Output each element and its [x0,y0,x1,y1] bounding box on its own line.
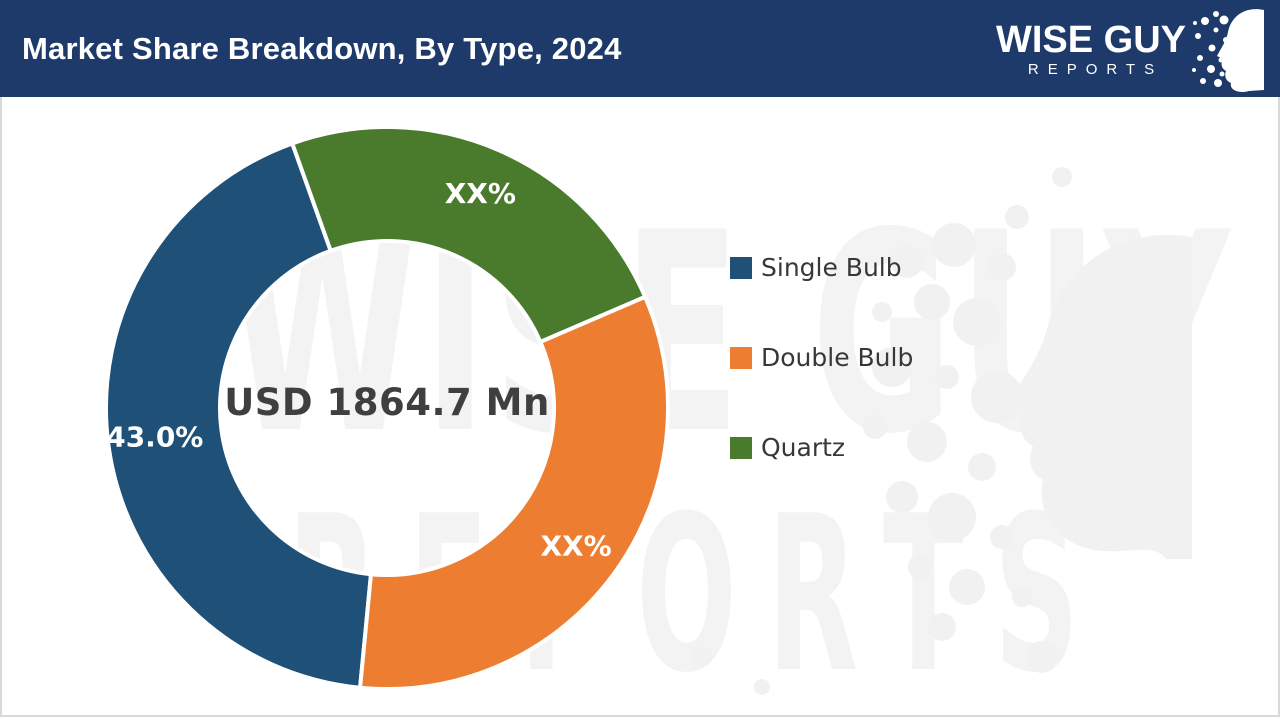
segment-label-single-bulb: 43.0% [106,420,203,453]
legend-label-double-bulb: Double Bulb [761,343,914,372]
donut-center-value: USD 1864.7 Mn [224,381,550,424]
logo-subtitle-text: REPORTS [1027,60,1164,78]
segment-label-double-bulb: XX% [540,529,611,562]
legend-item-single-bulb: Single Bulb [730,253,913,282]
donut-segment-single-bulb [104,140,374,690]
donut-segment-double-bulb [357,294,670,691]
legend-item-quartz: Quartz [730,433,913,462]
page-title: Market Share Breakdown, By Type, 2024 [22,30,622,66]
logo-wordmark: WISE GUY REPORTS [996,20,1186,78]
logo-face-icon [1192,8,1264,92]
legend-label-quartz: Quartz [761,433,846,462]
donut-segment-quartz [289,125,648,345]
wise-guy-logo: WISE GUY REPORTS [996,6,1266,92]
chart-area: WISE GUY REPORTS 43.0% XX% XX% USD 1864.7 … [0,97,1280,717]
header-bar: Market Share Breakdown, By Type, 2024 WI… [0,0,1280,97]
legend-swatch-double-bulb [730,347,752,369]
legend-item-double-bulb: Double Bulb [730,343,914,372]
logo-title-text: WISE GUY [995,18,1186,61]
legend-swatch-single-bulb [730,257,752,279]
chart-legend: Single Bulb Double Bulb Quartz [730,253,914,462]
segment-label-quartz: XX% [445,177,516,210]
legend-swatch-quartz [730,437,752,459]
donut-chart: 43.0% XX% XX% [104,125,670,691]
legend-label-single-bulb: Single Bulb [761,253,902,282]
